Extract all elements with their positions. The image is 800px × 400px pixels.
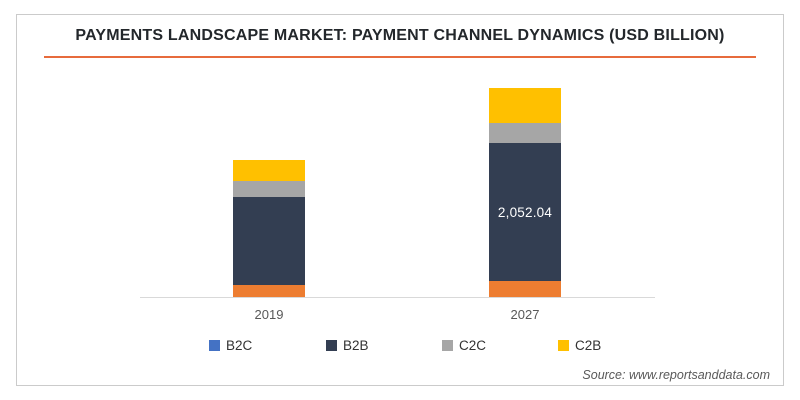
legend-item-b2c: B2C [209, 337, 253, 353]
segment-2027-c2b [489, 88, 561, 123]
legend-item-c2b: C2B [558, 337, 602, 353]
segment-2027-b2b: 2,052.04 [489, 143, 561, 281]
x-tick-2027: 2027 [510, 307, 540, 322]
data-label-2027-b2b: 2,052.04 [497, 204, 553, 220]
legend-swatch-b2c [209, 339, 220, 351]
x-tick-2019: 2019 [254, 307, 284, 322]
legend-swatch-c2c [442, 339, 453, 351]
x-axis-line [140, 297, 655, 298]
segment-2019-c2c [233, 181, 305, 197]
legend-label-c2b: C2B [575, 337, 602, 353]
chart-frame [16, 14, 784, 386]
legend-label-b2b: B2B [343, 337, 369, 353]
segment-2019-b2b [233, 197, 305, 285]
stacked-bar-2027: 2,052.04 [489, 88, 561, 297]
legend-swatch-b2b [326, 339, 337, 351]
legend-label-b2c: B2C [226, 337, 253, 353]
legend-swatch-c2b [558, 339, 569, 351]
legend-item-c2c: C2C [442, 337, 487, 353]
segment-2027-b2c [489, 281, 561, 297]
stacked-bar-2019 [233, 160, 305, 297]
segment-2019-c2b [233, 160, 305, 181]
legend-label-c2c: C2C [459, 337, 487, 353]
title-underline [44, 56, 756, 58]
legend-item-b2b: B2B [326, 337, 369, 353]
source-attribution: Source: www.reportsanddata.com [582, 368, 770, 382]
chart-title: PAYMENTS LANDSCAPE MARKET: PAYMENT CHANN… [75, 27, 725, 44]
segment-2027-c2c [489, 123, 561, 143]
segment-2019-b2c [233, 285, 305, 297]
